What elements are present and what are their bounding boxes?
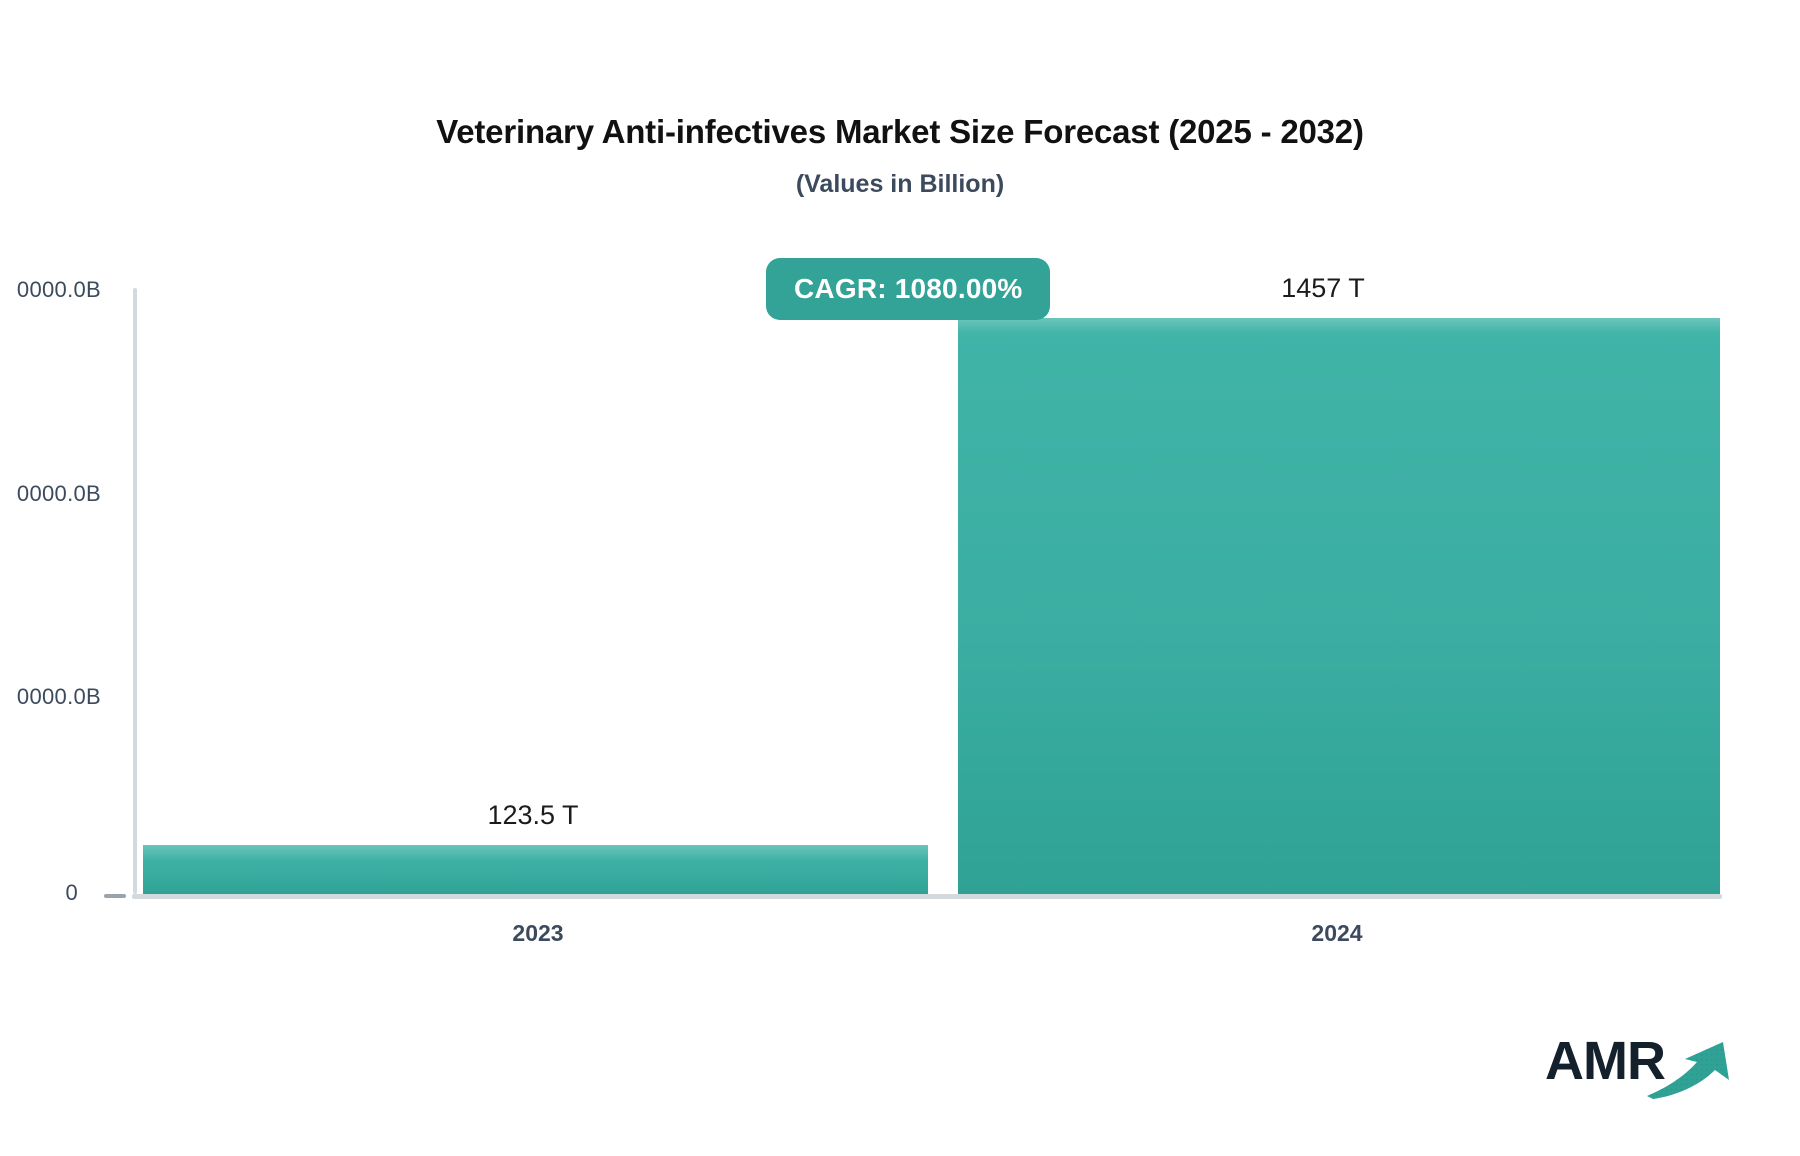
plot-area: 123.5 T 1457 T 2023 2024 (132, 273, 1722, 946)
y-axis-tick-label-2: 0000.0B (16, 481, 101, 506)
bar-2024[interactable] (958, 318, 1720, 894)
bar-highlight (143, 845, 928, 861)
y-axis-zero-tick-mark (104, 894, 126, 898)
amr-logo-text: AMR (1545, 1031, 1666, 1091)
x-axis-tick-label-2024: 2024 (1311, 920, 1363, 946)
cagr-badge: CAGR: 1080.00% (766, 258, 1051, 320)
y-axis-tick-label-3: 0000.0B (16, 277, 101, 302)
bar-2023[interactable] (143, 845, 928, 894)
x-axis-tick-label-2023: 2023 (512, 920, 564, 946)
chart-title: Veterinary Anti-infectives Market Size F… (436, 113, 1364, 150)
bar-value-label-2023: 123.5 T (487, 800, 579, 830)
amr-logo[interactable]: AMR (1545, 1030, 1735, 1108)
y-axis-line (133, 288, 137, 894)
y-axis-tick-label-0: 0 (65, 880, 78, 905)
bar-value-label-2024: 1457 T (1281, 273, 1365, 303)
chart-subtitle: (Values in Billion) (795, 170, 1005, 198)
y-axis-tick-label-1: 0000.0B (16, 684, 101, 709)
x-axis-line (132, 894, 1722, 899)
bar-highlight (958, 318, 1720, 334)
trend-up-arrow-icon (1647, 1042, 1729, 1099)
